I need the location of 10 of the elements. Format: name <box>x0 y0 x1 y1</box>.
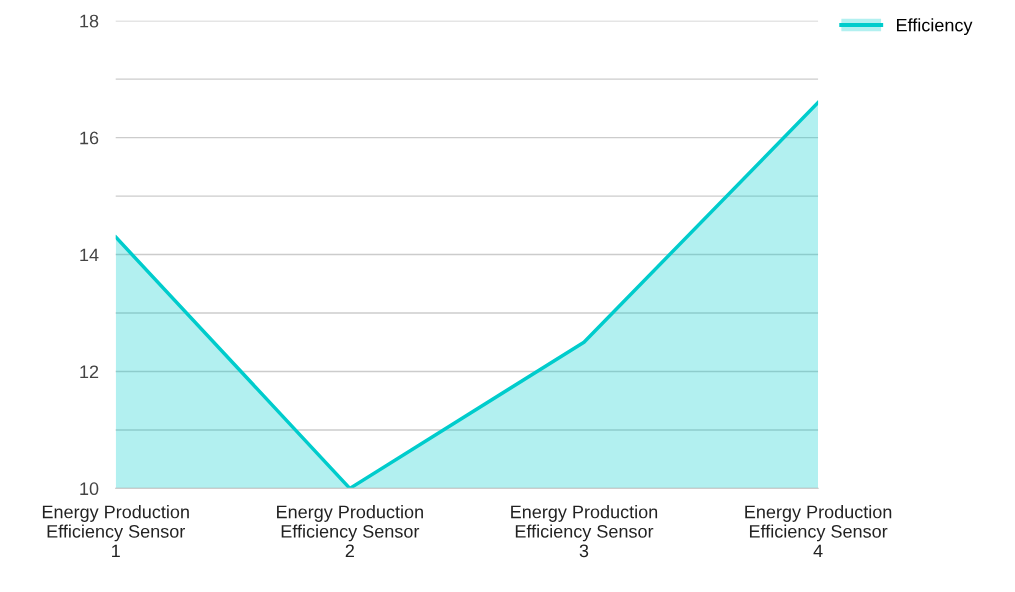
y-tick-label: 16 <box>80 131 99 145</box>
x-tick-label: Energy Production Efficiency Sensor 1 <box>42 505 189 558</box>
legend-label: Efficiency <box>897 18 973 36</box>
y-tick-label: 10 <box>80 482 99 496</box>
y-tick-label: 12 <box>80 365 99 379</box>
y-tick-label: 14 <box>80 248 99 262</box>
x-tick-label: Energy Production Efficiency Sensor 4 <box>745 505 892 558</box>
x-tick-label: Energy Production Efficiency Sensor 2 <box>277 505 423 558</box>
x-tick-label: Energy Production Efficiency Sensor 3 <box>511 505 658 558</box>
y-tick-label: 18 <box>80 14 99 28</box>
